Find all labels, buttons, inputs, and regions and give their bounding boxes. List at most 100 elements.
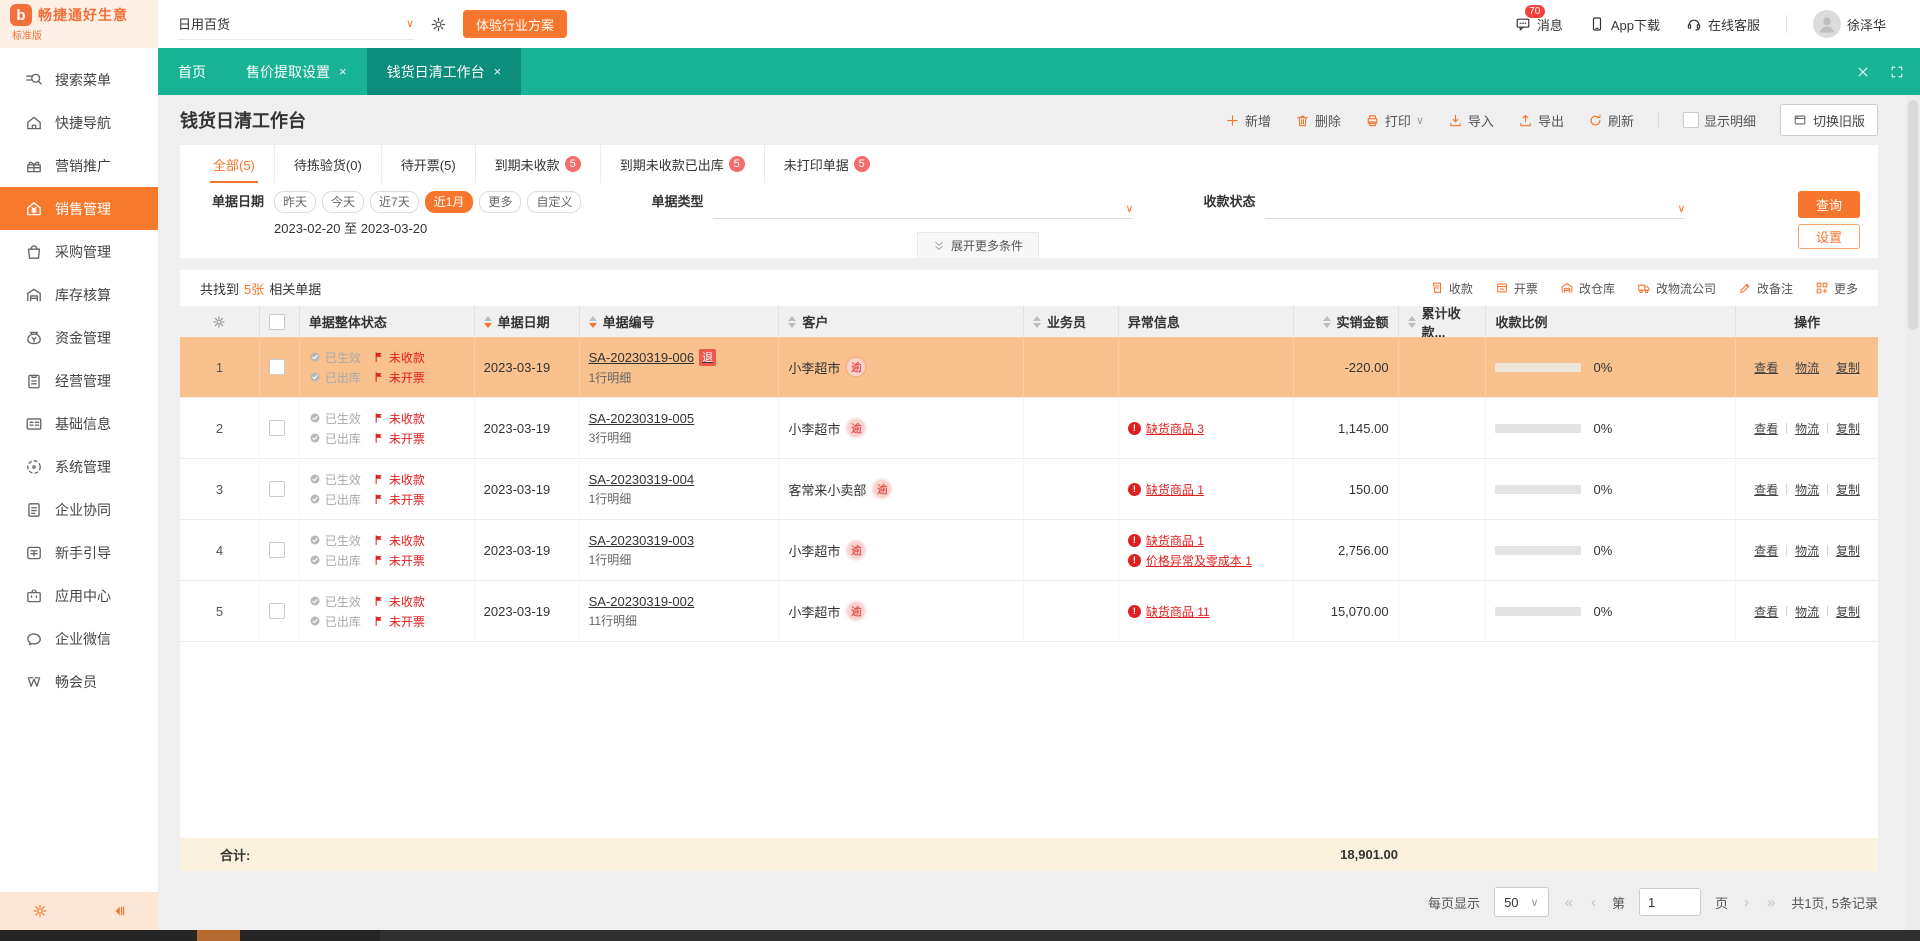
doc-number-link[interactable]: SA-20230319-002: [588, 593, 695, 609]
toolbar-trash-button[interactable]: 删除: [1295, 111, 1341, 130]
sidebar-item-member[interactable]: 畅会员: [0, 660, 158, 703]
toolbar-import-button[interactable]: 导入: [1448, 111, 1494, 130]
exception-link[interactable]: ! 缺货商品 1: [1127, 481, 1204, 498]
row-action-0[interactable]: 查看: [1754, 360, 1779, 375]
toolbar-export-button[interactable]: 导出: [1518, 111, 1564, 130]
row-action-1[interactable]: 物流: [1795, 604, 1820, 619]
filter-tab-0[interactable]: 全部(5): [194, 145, 275, 183]
first-page-button[interactable]: «: [1564, 893, 1573, 911]
exception-link[interactable]: ! 缺货商品 11: [1127, 603, 1210, 620]
show-detail-toggle[interactable]: 显示明细: [1682, 111, 1756, 130]
exception-link[interactable]: ! 价格异常及零成本 1: [1127, 552, 1252, 569]
sidebar-item-collab[interactable]: 企业协同: [0, 488, 158, 531]
row-action-0[interactable]: 查看: [1754, 482, 1779, 497]
sort-icon[interactable]: [788, 315, 797, 328]
batch-action-invoice[interactable]: 开票: [1495, 280, 1538, 297]
filter-settings-button[interactable]: 设置: [1798, 224, 1860, 249]
sort-icon[interactable]: [588, 315, 597, 328]
doc-type-select[interactable]: ∨: [713, 191, 1134, 219]
sort-icon[interactable]: [483, 315, 492, 328]
per-page-select[interactable]: 50 ∨: [1494, 887, 1549, 917]
column-header-7[interactable]: 累计收款...: [1399, 306, 1487, 340]
window-tab-2[interactable]: 钱货日清工作台 ×: [366, 48, 522, 95]
page-number-input[interactable]: [1638, 888, 1701, 916]
date-pill-5[interactable]: 自定义: [527, 191, 582, 213]
filter-tab-3[interactable]: 到期未收款 5: [476, 145, 601, 183]
sidebar-item-home[interactable]: 快捷导航: [0, 101, 158, 144]
row-action-2[interactable]: 复制: [1835, 360, 1860, 375]
row-checkbox[interactable]: [268, 420, 285, 436]
sort-icon[interactable]: [1407, 315, 1416, 328]
sidebar-item-warehouse[interactable]: 库存核算: [0, 273, 158, 316]
pay-status-select[interactable]: ∨: [1265, 191, 1686, 219]
sort-icon[interactable]: [1322, 315, 1331, 328]
row-action-0[interactable]: 查看: [1754, 604, 1779, 619]
user-menu[interactable]: 徐泽华: [1812, 10, 1886, 38]
exception-link[interactable]: ! 缺货商品 3: [1127, 420, 1204, 437]
table-row[interactable]: 2 已生效 未收款 已出库 未开票 2023-03-19 SA-20230319-005 3行…: [180, 398, 1878, 459]
row-checkbox[interactable]: [268, 603, 285, 619]
column-header-3[interactable]: 客户: [779, 306, 1024, 337]
doc-number-link[interactable]: SA-20230319-004: [588, 471, 695, 487]
last-page-button[interactable]: »: [1766, 893, 1776, 911]
sidebar-item-system[interactable]: 系统管理: [0, 445, 158, 488]
sidebar-collapse-icon[interactable]: [110, 903, 126, 919]
batch-action-receipt[interactable]: 收款: [1430, 280, 1473, 297]
row-checkbox[interactable]: [268, 359, 285, 375]
row-action-2[interactable]: 复制: [1835, 543, 1860, 558]
expand-more-conditions[interactable]: 展开更多条件: [917, 232, 1040, 258]
show-detail-checkbox[interactable]: [1682, 112, 1699, 128]
row-action-2[interactable]: 复制: [1835, 604, 1860, 619]
sidebar-item-clipboard[interactable]: 经营管理: [0, 359, 158, 402]
sidebar-item-search[interactable]: 搜索菜单: [0, 58, 158, 101]
row-action-0[interactable]: 查看: [1754, 421, 1779, 436]
row-checkbox[interactable]: [268, 542, 285, 558]
sidebar-item-idcard[interactable]: 基础信息: [0, 402, 158, 445]
sidebar-item-money[interactable]: 资金管理: [0, 316, 158, 359]
date-pill-2[interactable]: 近7天: [370, 191, 419, 213]
select-all-checkbox[interactable]: [268, 313, 285, 330]
sidebar-settings-gear-icon[interactable]: [32, 903, 48, 919]
toolbar-refresh-button[interactable]: 刷新: [1588, 111, 1634, 130]
exception-link[interactable]: ! 缺货商品 1: [1127, 532, 1204, 549]
scrollbar-thumb[interactable]: [1908, 100, 1918, 330]
prev-page-button[interactable]: ‹: [1590, 893, 1596, 911]
date-pill-3[interactable]: 近1月: [424, 191, 474, 213]
close-tabs-icon[interactable]: [1856, 65, 1870, 79]
table-row[interactable]: 4 已生效 未收款 已出库 未开票 2023-03-19 SA-20230319-003 1行…: [180, 520, 1878, 581]
filter-tab-1[interactable]: 待拣验货(0): [275, 145, 382, 183]
column-header-6[interactable]: 实销金额: [1294, 306, 1399, 337]
row-action-1[interactable]: 物流: [1795, 543, 1820, 558]
batch-action-warehouse[interactable]: 改仓库: [1560, 280, 1615, 297]
toolbar-printer-button[interactable]: 打印 ∨: [1365, 111, 1424, 130]
online-service-button[interactable]: 在线客服: [1686, 15, 1760, 34]
date-pill-4[interactable]: 更多: [479, 191, 522, 213]
window-tab-1[interactable]: 售价提取设置 ×: [226, 48, 367, 95]
column-header-1[interactable]: 单据日期: [475, 306, 580, 337]
row-action-0[interactable]: 查看: [1754, 543, 1779, 558]
sidebar-item-gift[interactable]: 营销推广: [0, 144, 158, 187]
table-row[interactable]: 3 已生效 未收款 已出库 未开票 2023-03-19 SA-20230319-004 1行…: [180, 459, 1878, 520]
row-action-2[interactable]: 复制: [1835, 482, 1860, 497]
window-tab-0[interactable]: 首页: [158, 48, 226, 95]
row-checkbox[interactable]: [268, 481, 285, 497]
sidebar-item-bag[interactable]: 采购管理: [0, 230, 158, 273]
date-range-value[interactable]: 2023-02-20 至 2023-03-20: [274, 221, 428, 236]
date-pill-1[interactable]: 今天: [322, 191, 365, 213]
column-settings-gear-icon[interactable]: [212, 315, 226, 329]
column-header-4[interactable]: 业务员: [1024, 306, 1119, 337]
row-action-2[interactable]: 复制: [1835, 421, 1860, 436]
date-pill-0[interactable]: 昨天: [274, 191, 317, 213]
app-download-button[interactable]: App下载: [1589, 15, 1660, 34]
filter-tab-5[interactable]: 未打印单据 5: [765, 145, 889, 183]
tab-close-icon[interactable]: ×: [493, 64, 502, 79]
batch-action-truck[interactable]: 改物流公司: [1637, 280, 1716, 297]
sidebar-item-wechat[interactable]: 企业微信: [0, 617, 158, 660]
row-action-1[interactable]: 物流: [1795, 360, 1820, 375]
batch-action-grid[interactable]: 更多: [1815, 280, 1858, 297]
sidebar-item-appcenter[interactable]: 应用中心: [0, 574, 158, 617]
fullscreen-icon[interactable]: [1890, 65, 1904, 79]
switch-old-version-button[interactable]: 切换旧版: [1779, 104, 1878, 136]
business-type-select[interactable]: 日用百货 ∨: [178, 9, 414, 40]
doc-number-link[interactable]: SA-20230319-003: [588, 532, 695, 548]
